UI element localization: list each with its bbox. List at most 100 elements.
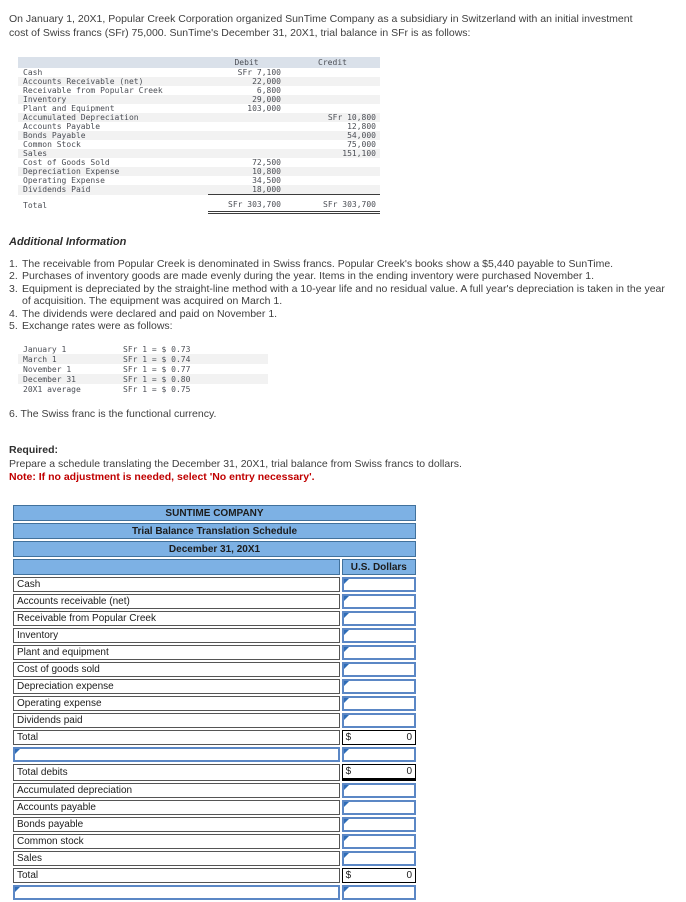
note-item: 5. Exchange rates were as follows:	[9, 320, 669, 332]
amount-cell	[341, 783, 416, 799]
account-name: Sales	[23, 149, 48, 158]
credit-amount	[285, 185, 380, 195]
us-dollars-input[interactable]	[341, 747, 416, 763]
schedule-row-label: Accounts payable	[13, 800, 340, 816]
currency-symbol: $	[345, 732, 352, 744]
note-number: 3.	[9, 282, 18, 295]
note-number: 5.	[9, 320, 18, 333]
us-dollars-input[interactable]	[341, 594, 416, 610]
additional-information-heading: Additional Information	[9, 236, 127, 248]
schedule-row: Total $0	[13, 868, 416, 884]
schedule-row: Plant and equipment	[13, 645, 416, 661]
schedule-row: Total debits $0	[13, 764, 416, 782]
exchange-rate-row: March 1 SFr 1 = $ 0.74	[18, 354, 268, 365]
us-dollars-input[interactable]	[341, 679, 416, 695]
total-value: 0	[406, 766, 412, 778]
schedule-row: Bonds payable	[13, 817, 416, 833]
schedule-row-label: Cash	[13, 577, 340, 593]
exchange-rate-row: December 31 SFr 1 = $ 0.80	[18, 374, 268, 385]
account-name: Operating Expense	[23, 176, 105, 185]
us-dollars-input[interactable]	[341, 851, 416, 867]
rate-date: March 1	[23, 354, 57, 364]
schedule-subtitle-row: Trial Balance Translation Schedule	[13, 523, 416, 540]
rate-value: SFr 1 = $ 0.80	[123, 374, 191, 384]
note-text: The dividends were declared and paid on …	[22, 307, 278, 320]
problem-intro: On January 1, 20X1, Popular Creek Corpor…	[9, 13, 633, 39]
trial-balance-row: Bonds Payable 54,000	[18, 131, 380, 140]
credit-amount	[285, 158, 380, 167]
account-name: Accounts Receivable (net)	[23, 77, 144, 86]
debit-amount: 10,800	[252, 167, 281, 176]
rate-date: January 1	[23, 344, 67, 354]
account-name: Accumulated Depreciation	[23, 113, 139, 122]
amount-cell	[341, 611, 416, 627]
exchange-rate-row: January 1 SFr 1 = $ 0.73	[18, 344, 268, 354]
required-heading: Required:	[9, 444, 59, 457]
rate-value: SFr 1 = $ 0.74	[123, 354, 191, 364]
total-amount-cell: $0	[341, 764, 416, 782]
schedule-row-label: Cost of goods sold	[13, 662, 340, 678]
us-dollars-input[interactable]	[341, 783, 416, 799]
rate-value: SFr 1 = $ 0.73	[123, 344, 191, 354]
trial-balance-header-row: Debit Credit	[18, 57, 380, 68]
currency-symbol: $	[345, 870, 352, 882]
us-dollars-input[interactable]	[341, 662, 416, 678]
schedule-row-label: Receivable from Popular Creek	[13, 611, 340, 627]
rate-date: December 31	[23, 374, 76, 384]
total-value: 0	[406, 870, 412, 882]
schedule-row: Inventory	[13, 628, 416, 644]
account-name: Cash	[23, 68, 43, 77]
us-dollars-input[interactable]	[341, 885, 416, 901]
schedule-date: December 31, 20X1	[13, 541, 416, 558]
note-item: 3. Equipment is depreciated by the straig…	[9, 283, 669, 308]
note-text: Equipment is depreciated by the straight…	[22, 282, 665, 308]
us-dollars-input[interactable]	[341, 817, 416, 833]
debit-amount: 72,500	[252, 158, 281, 167]
trial-balance-table: Debit Credit Cash SFr 7,100 Accounts Recei…	[18, 57, 380, 214]
us-dollars-input[interactable]	[341, 611, 416, 627]
trial-balance-row: Cost of Goods Sold 72,500	[18, 158, 380, 167]
us-dollars-input[interactable]	[341, 696, 416, 712]
schedule-row-label: Sales	[13, 851, 340, 867]
trial-balance-row: Receivable from Popular Creek 6,800	[18, 86, 380, 95]
trial-balance-row: Operating Expense 34,500	[18, 176, 380, 185]
account-select-input[interactable]	[13, 747, 340, 763]
debit-amount: 34,500	[252, 176, 281, 185]
schedule-row-label: Plant and equipment	[13, 645, 340, 661]
currency-symbol: $	[345, 766, 352, 778]
schedule-date-row: December 31, 20X1	[13, 541, 416, 558]
total-credit: SFr 303,700	[285, 194, 380, 214]
account-name: Accounts Payable	[23, 122, 101, 131]
amount-cell	[341, 645, 416, 661]
debit-amount	[208, 149, 285, 158]
schedule-row	[13, 885, 416, 901]
trial-balance-row: Depreciation Expense 10,800	[18, 167, 380, 176]
us-dollars-input[interactable]	[341, 713, 416, 729]
credit-amount	[285, 176, 380, 185]
account-select-input[interactable]	[13, 885, 340, 901]
account-name: Common Stock	[23, 140, 81, 149]
account-select-cell	[13, 885, 340, 901]
credit-amount	[285, 167, 380, 176]
schedule-row: Sales	[13, 851, 416, 867]
schedule-row-label: Inventory	[13, 628, 340, 644]
additional-information-list: 1. The receivable from Popular Creek is d…	[9, 258, 669, 332]
us-dollars-input[interactable]	[341, 645, 416, 661]
schedule-row-label: Accumulated depreciation	[13, 783, 340, 799]
debit-amount: 18,000	[252, 185, 281, 194]
schedule-row: Operating expense	[13, 696, 416, 712]
us-dollars-input[interactable]	[341, 800, 416, 816]
note-item: 2. Purchases of inventory goods are made …	[9, 270, 669, 282]
trial-balance-row: Inventory 29,000	[18, 95, 380, 104]
schedule-column-header-row: U.S. Dollars	[13, 559, 416, 576]
trial-balance-total-row: Total SFr 303,700 SFr 303,700	[18, 194, 380, 214]
us-dollars-input[interactable]	[341, 628, 416, 644]
amount-cell	[341, 747, 416, 763]
account-name: Depreciation Expense	[23, 167, 120, 176]
us-dollars-input[interactable]	[341, 577, 416, 593]
note-text: The receivable from Popular Creek is den…	[22, 258, 614, 270]
schedule-row-label: Accounts receivable (net)	[13, 594, 340, 610]
amount-cell	[341, 594, 416, 610]
debit-column-header: Debit	[208, 57, 285, 68]
